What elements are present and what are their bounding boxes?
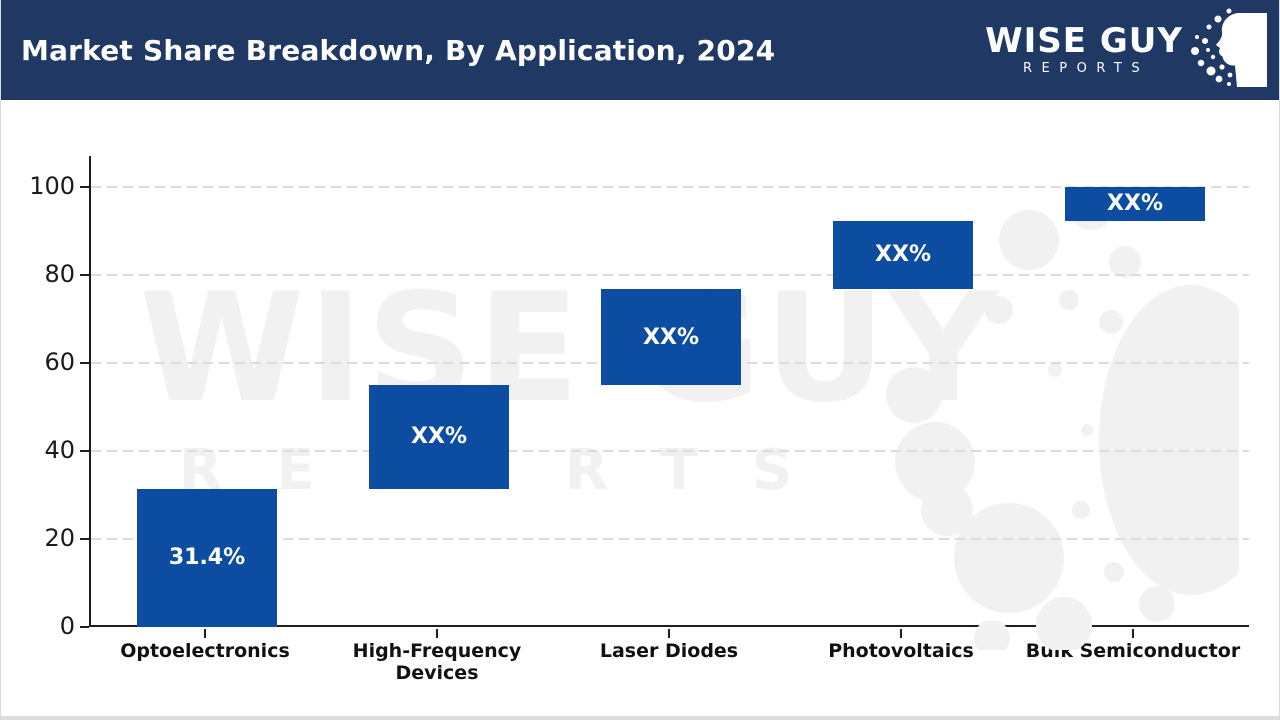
bar-value-label: XX% [411,424,467,450]
y-axis-tick-label: 60 [44,348,75,376]
y-axis-tick-label: 40 [44,436,75,464]
brand-face-icon [1191,8,1267,87]
watermark-face-dots [886,186,1239,650]
y-axis-tick-mark [80,186,89,188]
bar-segment: 31.4% [137,488,277,627]
y-axis-tick-label: 80 [44,260,75,288]
bar-segment: XX% [833,220,973,290]
page-title: Market Share Breakdown, By Application, … [21,33,776,67]
bar-value-label: XX% [643,324,699,350]
brand-subtitle: REPORTS [1023,61,1150,76]
bar-value-label: 31.4% [168,545,246,571]
plot-area: 31.4% XX% XX% XX% XX% [89,156,1249,627]
y-axis-tick-label: 20 [44,524,75,552]
x-axis-category-label: Optoelectronics [120,640,290,662]
y-axis-tick-mark [80,626,89,628]
y-axis-tick-mark [80,274,89,276]
y-axis-tick-mark [80,538,89,540]
x-axis-tick-mark [204,629,206,638]
brand-logo-text: WISE GUY REPORTS [985,24,1183,76]
x-axis-tick-mark [900,629,902,638]
x-axis-category-label: High-Frequency Devices [352,640,522,684]
x-axis-tick-mark [436,629,438,638]
bar-value-label: XX% [875,242,931,268]
footer-rule [1,716,1279,720]
bar-segment: XX% [601,289,741,385]
y-axis-tick-label: 0 [59,612,75,640]
gridline [91,274,1249,276]
header-bar: Market Share Breakdown, By Application, … [1,0,1279,100]
y-axis-tick-mark [80,450,89,452]
y-axis-tick-label: 100 [29,172,75,200]
gridline [91,450,1249,452]
bar-segment: XX% [1065,187,1205,221]
y-axis-tick-mark [80,362,89,364]
watermark-text-line1: WISE GUY [139,262,1001,436]
x-axis-tick-mark [668,629,670,638]
brand-logo: WISE GUY REPORTS [985,7,1267,93]
bar-value-label: XX% [1107,191,1163,217]
watermark-text-line2: REPORTS [179,438,847,503]
gridline [91,538,1249,540]
gridline [91,186,1249,188]
bar-segment: XX% [369,385,509,489]
x-axis-category-label: Laser Diodes [599,640,739,662]
brand-name: WISE GUY [985,21,1183,61]
x-axis-tick-mark [1132,629,1134,638]
x-axis-category-label: Photovoltaics [828,640,974,662]
